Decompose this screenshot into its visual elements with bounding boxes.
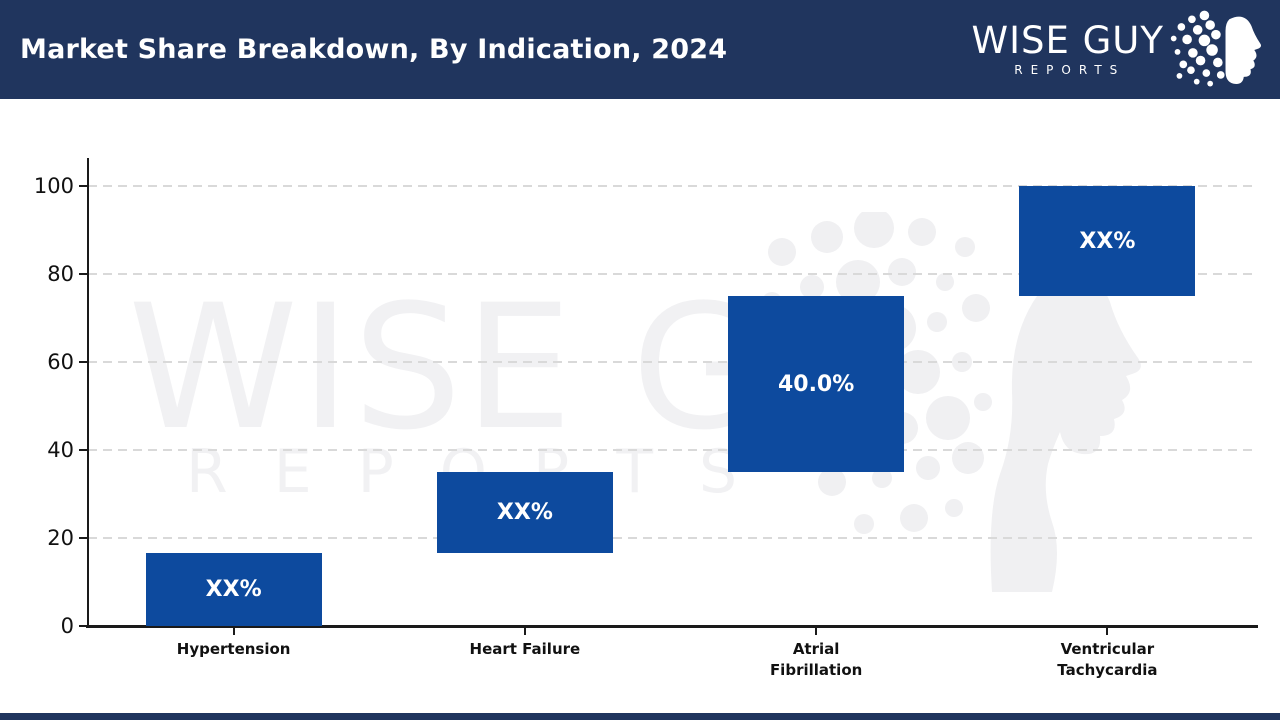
bar-value-label: 40.0% bbox=[777, 371, 855, 397]
brand-logo-text: WISE GUY REPORTS bbox=[972, 22, 1164, 77]
y-tick-mark bbox=[79, 537, 87, 539]
y-tick-label: 20 bbox=[47, 526, 74, 550]
y-tick-label: 100 bbox=[33, 174, 74, 198]
y-tick-label: 0 bbox=[60, 614, 74, 638]
x-label-heart-failure: Heart Failure bbox=[469, 640, 581, 658]
gridline bbox=[88, 537, 1253, 539]
y-axis-line bbox=[87, 158, 89, 627]
x-label-ventricular-tachycardia: Ventricular Tachycardia bbox=[1057, 640, 1158, 679]
header-bar: Market Share Breakdown, By Indication, 2… bbox=[0, 0, 1280, 99]
bar-value-label: XX% bbox=[496, 500, 553, 526]
bar-heart-failure: XX% bbox=[436, 472, 613, 554]
gridline bbox=[88, 273, 1253, 275]
bar-hypertension: XX% bbox=[145, 553, 322, 626]
y-tick-label: 40 bbox=[47, 438, 74, 462]
y-tick-mark bbox=[79, 273, 87, 275]
gridline bbox=[88, 361, 1253, 363]
x-tick-mark bbox=[815, 628, 818, 635]
y-tick-label: 60 bbox=[47, 350, 74, 374]
gridline bbox=[88, 185, 1253, 187]
footer-bar bbox=[0, 713, 1280, 720]
gridline bbox=[88, 449, 1253, 451]
y-tick-mark bbox=[79, 185, 87, 187]
y-tick-mark bbox=[79, 361, 87, 363]
y-tick-mark bbox=[79, 449, 87, 451]
x-tick-mark bbox=[523, 628, 526, 635]
bar-value-label: XX% bbox=[1079, 228, 1136, 254]
brand-subname: REPORTS bbox=[1014, 63, 1126, 77]
bar-atrial-fibrillation: 40.0% bbox=[728, 296, 905, 472]
y-tick-mark bbox=[79, 625, 87, 627]
brand-logo: WISE GUY REPORTS bbox=[972, 9, 1262, 91]
brand-name: WISE GUY bbox=[971, 19, 1164, 62]
x-axis-line bbox=[86, 625, 1258, 628]
x-label-atrial-fibrillation: Atrial Fibrillation bbox=[769, 640, 863, 679]
x-tick-mark bbox=[232, 628, 235, 635]
page-title: Market Share Breakdown, By Indication, 2… bbox=[20, 34, 728, 65]
y-tick-label: 80 bbox=[47, 262, 74, 286]
bar-ventricular-tachycardia: XX% bbox=[1019, 186, 1196, 296]
x-label-hypertension: Hypertension bbox=[176, 640, 291, 658]
bar-value-label: XX% bbox=[205, 577, 262, 603]
x-tick-mark bbox=[1106, 628, 1109, 635]
brand-head-icon bbox=[1170, 10, 1262, 86]
